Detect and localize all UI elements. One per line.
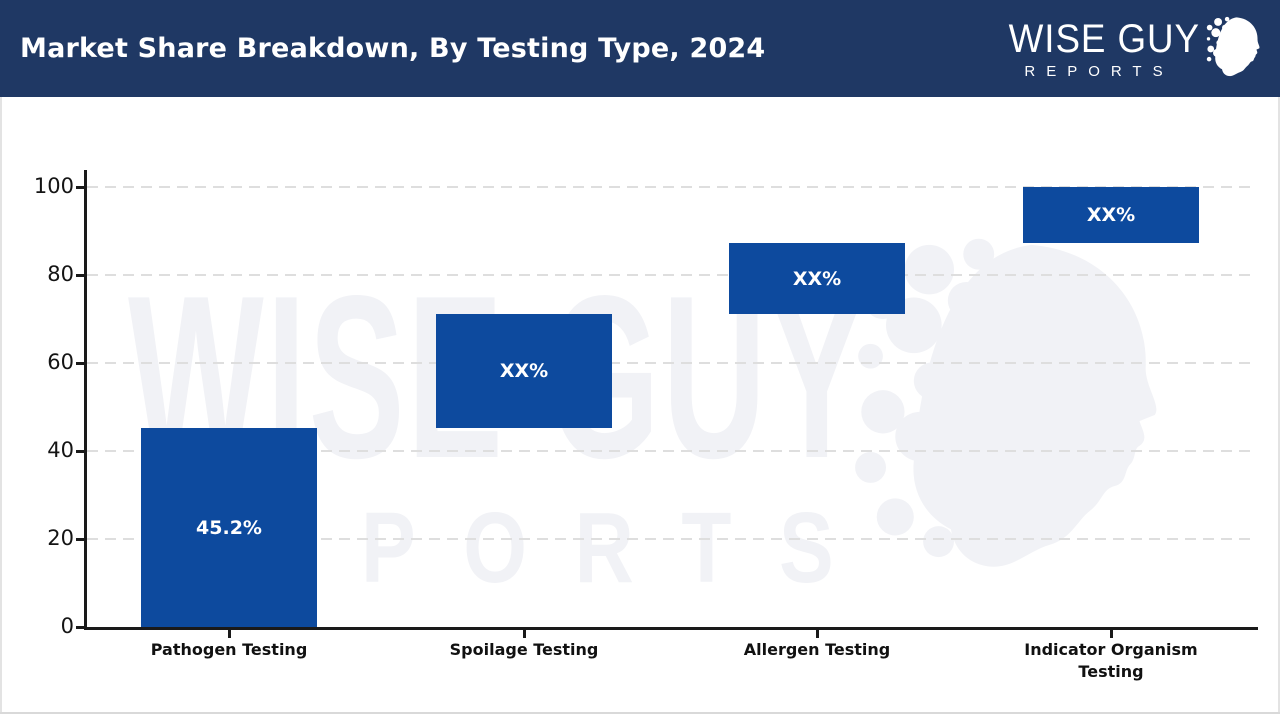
bar-value-label: 45.2% xyxy=(196,516,262,539)
logo-wordmark: WISE GUY REPORTS xyxy=(992,19,1200,79)
bar-value-label: XX% xyxy=(499,360,549,383)
x-tick-mark xyxy=(228,630,231,638)
gridline-40 xyxy=(87,450,1256,452)
wise-guy-logo: WISE GUY REPORTS xyxy=(992,10,1266,88)
page-title: Market Share Breakdown, By Testing Type,… xyxy=(20,33,766,64)
bar-3: XX% xyxy=(729,243,905,315)
y-tick-mark xyxy=(76,538,84,541)
bar-value-label: XX% xyxy=(1086,204,1136,227)
y-tick-mark xyxy=(76,362,84,365)
header: Market Share Breakdown, By Testing Type,… xyxy=(0,0,1280,97)
y-tick-label: 20 xyxy=(47,526,74,550)
y-tick-label: 100 xyxy=(33,174,74,198)
bar-value-label: XX% xyxy=(792,267,842,290)
y-tick-label: 40 xyxy=(47,438,74,462)
logo-wordmark-line2: REPORTS xyxy=(1024,63,1174,80)
x-category-label: Pathogen Testing xyxy=(150,640,308,659)
bar-1: 45.2% xyxy=(141,428,317,627)
y-tick-label: 80 xyxy=(47,262,74,286)
x-category-label: Indicator Organism Testing xyxy=(1024,640,1198,681)
y-tick-mark xyxy=(76,450,84,453)
logo-head-icon xyxy=(1206,16,1260,77)
x-axis-line xyxy=(84,627,1258,630)
card-border-right xyxy=(1278,97,1280,714)
bar-2: XX% xyxy=(436,314,612,429)
x-tick-mark xyxy=(816,630,819,638)
x-tick-mark xyxy=(1110,630,1113,638)
gridline-20 xyxy=(87,538,1256,540)
gridline-80 xyxy=(87,274,1256,276)
y-tick-mark xyxy=(76,626,84,629)
y-axis-line xyxy=(84,170,87,630)
y-tick-mark xyxy=(76,186,84,189)
logo-wordmark-line1: WISE GUY xyxy=(1008,17,1200,61)
x-tick-mark xyxy=(523,630,526,638)
watermark-head-pattern xyxy=(855,238,1157,567)
bar-4: XX% xyxy=(1023,187,1199,244)
y-tick-label: 0 xyxy=(60,614,74,638)
gridline-100 xyxy=(87,186,1256,188)
x-category-label: Spoilage Testing xyxy=(449,640,599,659)
bottom-divider xyxy=(0,712,1280,714)
y-tick-label: 60 xyxy=(47,350,74,374)
card-border-left xyxy=(0,97,2,714)
x-category-label: Allergen Testing xyxy=(743,640,891,659)
y-tick-mark xyxy=(76,274,84,277)
gridline-60 xyxy=(87,362,1256,364)
